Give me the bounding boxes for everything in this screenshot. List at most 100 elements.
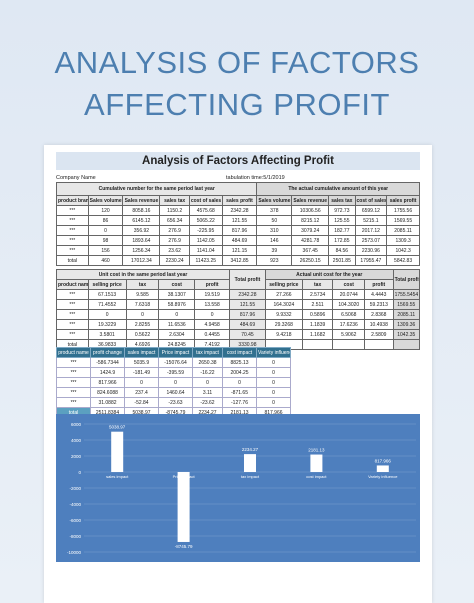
table-cell: -586.7344 <box>90 357 125 368</box>
table-cell: 484.69 <box>229 319 266 330</box>
column-header: product brand <box>56 195 89 206</box>
table-cell: -23.63 <box>158 397 193 408</box>
table-header-row: product name profit change sales impact Pri… <box>56 347 291 358</box>
table-cell: 237.4 <box>124 387 159 398</box>
table-cell: -395.59 <box>158 367 193 378</box>
table-cell: *** <box>56 397 91 408</box>
bar-cost-impact <box>310 454 323 472</box>
table-cell: 3.5801 <box>87 329 127 340</box>
column-header: selling price <box>87 279 127 290</box>
table-cell: 2085.11 <box>392 309 421 320</box>
table-cell: 0.4455 <box>194 329 231 340</box>
total-profit-header-left: Total profit <box>229 269 266 290</box>
table-cell: *** <box>56 215 89 226</box>
table-row: *** 86 6145.12 656.34 5065.22 121.55 50 8215.12… <box>56 215 420 226</box>
y-tick-label: 0 <box>78 470 81 475</box>
bar-sales-impact <box>111 431 124 472</box>
data-label: 2234.27 <box>242 447 259 452</box>
data-label: 817.966 <box>375 458 392 463</box>
table-cell: 11423.25 <box>188 255 223 266</box>
table-cell: 2.8255 <box>125 319 160 330</box>
table-row: *** 98 1893.64 276.9 1142.05 484.69 146 4281.78… <box>56 235 420 246</box>
table-cell: -23.62 <box>192 397 223 408</box>
column-header: sales impact <box>124 347 159 358</box>
table-cell: 2230.96 <box>354 245 388 256</box>
table-cell: 84.56 <box>328 245 356 256</box>
table-cell: 9.4218 <box>264 329 303 340</box>
table-cell: 1755.5454 <box>392 289 421 300</box>
table-cell: 0 <box>256 367 291 378</box>
table-row: *** 0 0 0 0 817.96 9.9332 0.5896 6.5068 2.8368 208… <box>56 309 421 320</box>
column-header: selling price <box>264 279 303 290</box>
table-cell: 4575.68 <box>188 205 223 216</box>
table-cell: -871.65 <box>222 387 257 398</box>
table-cell: 29.3268 <box>264 319 303 330</box>
column-header: cost <box>158 279 196 290</box>
column-header: tax <box>125 279 160 290</box>
table-cell: *** <box>56 377 91 388</box>
group-header-this-year: The actual cumulative amount of this yea… <box>256 182 420 196</box>
table-cell: 1256.34 <box>122 245 161 256</box>
table-cell: total <box>56 255 89 266</box>
table-cell: 98 <box>87 235 124 246</box>
table-cell: 120 <box>87 205 124 216</box>
sheet-title: Analysis of Factors Affecting Profit <box>56 152 420 170</box>
column-header: sales tax <box>159 195 190 206</box>
table-cell: 70.45 <box>229 329 266 340</box>
table-row: total 2511.8384 5038.97 -8745.79 2234.27 2181… <box>56 407 291 418</box>
table-cell: 2501.85 <box>328 255 356 266</box>
table-cell: 972.73 <box>328 205 356 216</box>
table-cell: *** <box>56 357 91 368</box>
table-cell: 0 <box>87 309 127 320</box>
table-cell: 484.69 <box>221 235 258 246</box>
table-row: *** 817.966 0 0 0 0 0 <box>56 377 291 388</box>
hero-title: ANALYSIS OF FACTORS AFFECTING PROFIT <box>0 42 474 126</box>
table-row: *** 31.0882 -52.84 -23.63 -23.62 -127.76 0 <box>56 397 291 408</box>
table-cell: 378 <box>256 205 293 216</box>
table-cell: 824.6088 <box>90 387 125 398</box>
table-cell: 0 <box>194 309 231 320</box>
table-cell: 0 <box>256 377 291 388</box>
table-cell: 71.4552 <box>87 299 127 310</box>
table-cell: 2017.12 <box>354 225 388 236</box>
table-row: *** 824.6088 237.4 1460.64 3.11 -871.65 0 <box>56 387 291 398</box>
hero-title-line2: AFFECTING PROFIT <box>84 87 390 122</box>
column-header: Price impact <box>158 347 193 358</box>
table-cell: 1893.64 <box>122 235 161 246</box>
table-cell: *** <box>56 289 89 300</box>
table-cell: 38.1307 <box>158 289 196 300</box>
y-tick-label: -6000 <box>69 518 81 523</box>
y-tick-label: -4000 <box>69 502 81 507</box>
table-cell: *** <box>56 205 89 216</box>
y-tick-label: 2000 <box>71 454 82 459</box>
column-header: sales profit <box>221 195 258 206</box>
table-cell: 310 <box>256 225 293 236</box>
table-cell: 17955.47 <box>354 255 388 266</box>
column-header: profit change <box>90 347 125 358</box>
table-cell: 2.5734 <box>301 289 334 300</box>
table-row: *** -586.7344 5035.9 -15076.64 2650.38 8825.1… <box>56 357 291 368</box>
group-header-actual-unit-cost: Actual unit cost for the year <box>264 269 394 280</box>
table-cell: 656.34 <box>159 215 190 226</box>
table-cell: 27.266 <box>264 289 303 300</box>
y-tick-label: 4000 <box>71 438 82 443</box>
data-label: 2181.13 <box>308 448 325 453</box>
table-cell: 5842.83 <box>386 255 420 266</box>
table-row: *** 3.5801 0.5622 2.6304 0.4455 70.45 9.4218 1.… <box>56 329 421 340</box>
table-cell: *** <box>56 309 89 320</box>
column-header: sales tax <box>328 195 356 206</box>
company-label: Company Name <box>56 175 96 181</box>
table-cell: 50 <box>256 215 293 226</box>
table-cell: 67.1513 <box>87 289 127 300</box>
table-row: *** 156 1256.34 23.62 1141.04 121.15 39 367.45 8… <box>56 245 420 256</box>
tabulation-label: tabulation time:5/1/2019 <box>226 175 285 181</box>
table-cell: 5035.9 <box>124 357 159 368</box>
table-cell: 164.3024 <box>264 299 303 310</box>
table-cell: 817.96 <box>229 309 266 320</box>
table-cell <box>332 339 366 350</box>
column-header: Sales volume <box>87 195 124 206</box>
x-tick-label: sales impact <box>106 474 129 479</box>
table-cell: 1150.2 <box>159 205 190 216</box>
table-cell: -15076.64 <box>158 357 193 368</box>
table-cell: 10306.56 <box>291 205 330 216</box>
